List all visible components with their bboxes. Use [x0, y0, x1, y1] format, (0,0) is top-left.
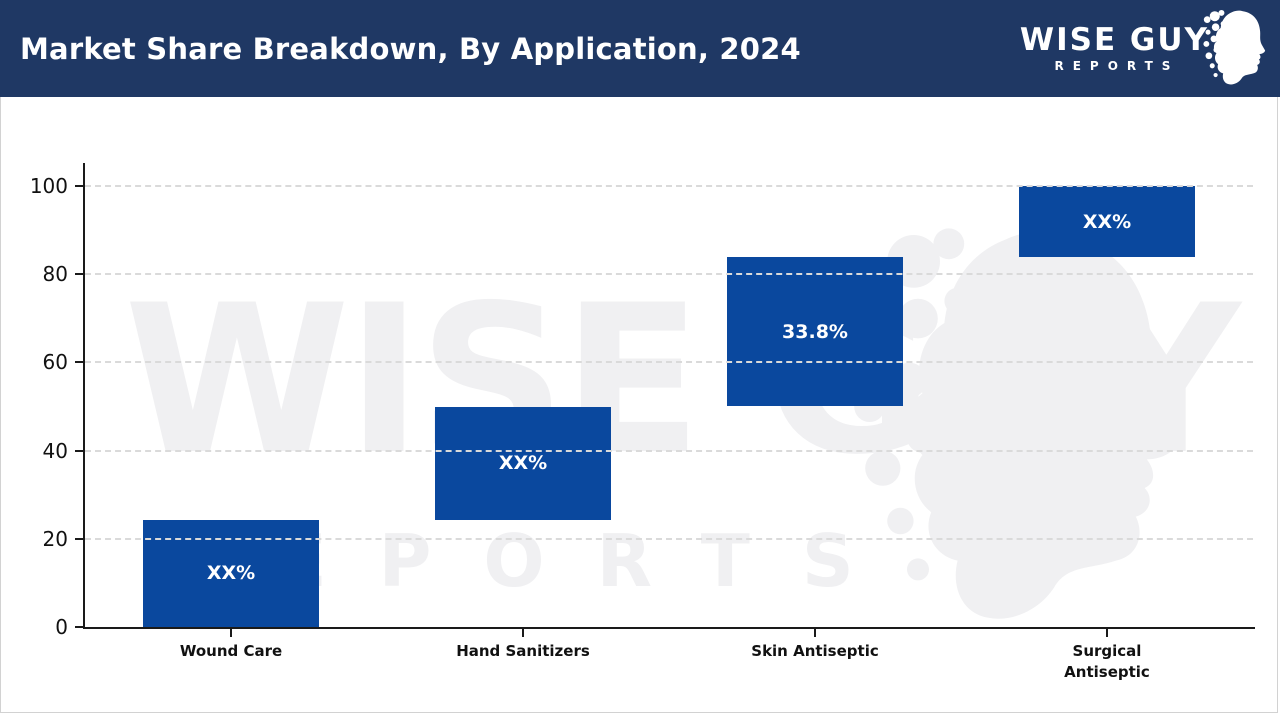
wiseguy-logo: WISE GUY REPORTS [1020, 7, 1266, 91]
y-tick-40 [75, 449, 83, 452]
category-label-hand-sanitizers: Hand Sanitizers [456, 642, 590, 660]
x-axis-line [83, 627, 1255, 629]
bar-value-label-surgical-antiseptic: XX% [1082, 210, 1132, 233]
bar-value-label-hand-sanitizers: XX% [498, 452, 548, 475]
header-bar: Market Share Breakdown, By Application, … [0, 0, 1280, 97]
x-tick-hand-sanitizers [522, 629, 524, 637]
y-tick-label-0: 0 [55, 615, 68, 639]
logo-subtitle: REPORTS [1054, 59, 1180, 73]
x-tick-skin-antiseptic [814, 629, 816, 637]
bar-value-label-skin-antiseptic: 33.8% [782, 320, 848, 343]
logo-text: WISE GUY REPORTS [1019, 22, 1209, 74]
category-label-skin-antiseptic: Skin Antiseptic [751, 642, 879, 660]
y-tick-label-60: 60 [42, 350, 68, 375]
category-label-wound-care: Wound Care [179, 642, 283, 660]
y-tick-label-100: 100 [29, 174, 68, 198]
y-tick-label-20: 20 [42, 526, 68, 551]
y-tick-20 [75, 537, 83, 540]
gridline-100 [85, 185, 1253, 187]
chart-canvas: WISE GUY REPORTS 0 20 40 60 80 100 XX% XX% 33.8%… [0, 97, 1280, 720]
page-title: Market Share Breakdown, By Application, … [20, 31, 801, 66]
y-tick-100 [75, 185, 83, 187]
bar-hand-sanitizers: XX% [435, 406, 611, 520]
y-tick-label-80: 80 [42, 262, 68, 287]
gridline-40 [85, 449, 1253, 452]
gridline-20 [85, 537, 1253, 540]
category-label-surgical-antiseptic: Surgical Antiseptic [1064, 642, 1150, 681]
gridline-80 [85, 273, 1253, 276]
y-axis-line [83, 163, 85, 629]
wiseguy-face-icon [1203, 9, 1266, 84]
bar-wound-care: XX% [143, 519, 319, 627]
y-tick-0 [75, 626, 83, 628]
y-tick-label-40: 40 [42, 438, 68, 463]
bar-value-label-wound-care: XX% [206, 562, 256, 585]
y-tick-80 [75, 273, 83, 276]
y-tick-60 [75, 361, 83, 364]
bar-skin-antiseptic: 33.8% [727, 257, 903, 407]
x-tick-surgical-antiseptic [1106, 629, 1108, 637]
x-tick-wound-care [230, 629, 232, 637]
gridline-60 [85, 361, 1253, 364]
logo-wordmark: WISE GUY [1019, 22, 1209, 58]
bar-surgical-antiseptic: XX% [1019, 186, 1195, 258]
